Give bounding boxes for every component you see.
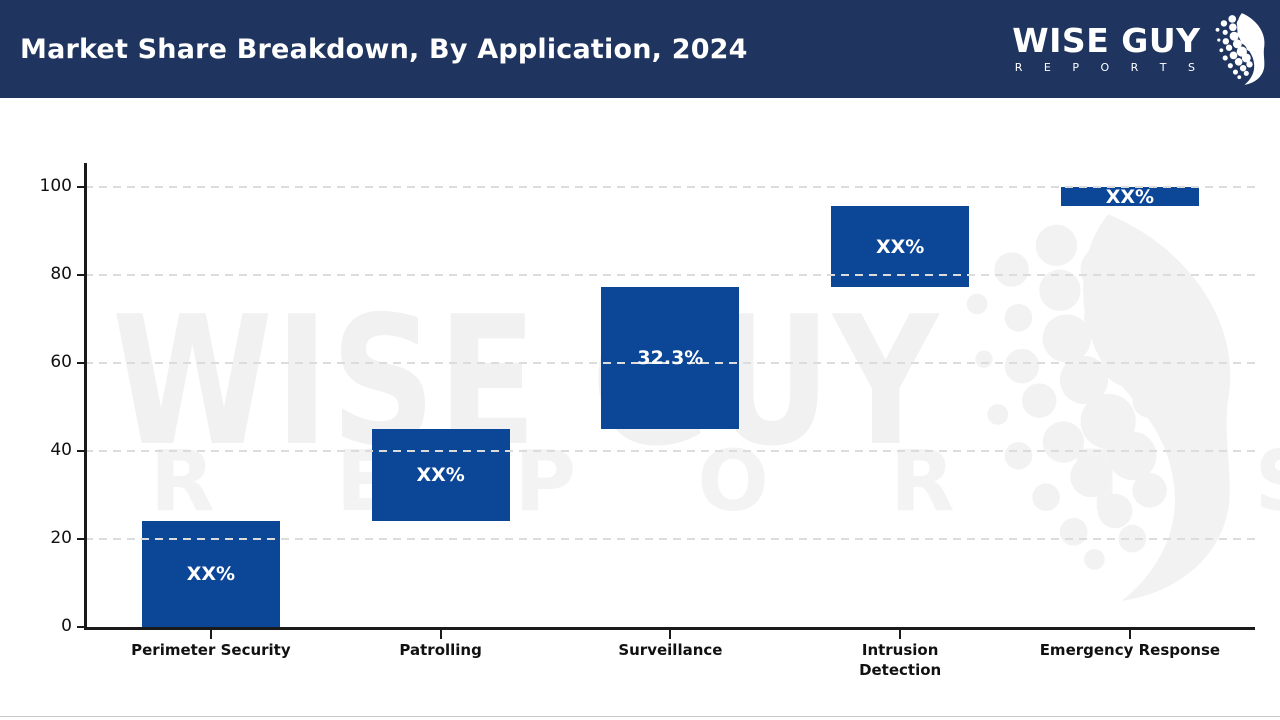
x-category-label: Perimeter Security	[131, 641, 291, 659]
y-tick-mark	[77, 450, 85, 453]
gridline-20	[85, 538, 1255, 541]
logo-face-icon	[1206, 10, 1270, 88]
header-bar: Market Share Breakdown, By Application, …	[0, 0, 1280, 98]
bar-value-label: XX%	[875, 235, 925, 258]
bar-segment	[831, 206, 970, 288]
bottom-divider	[0, 716, 1280, 717]
y-tick-label: 20	[50, 528, 72, 549]
y-tick-label: 80	[50, 264, 72, 285]
y-tick-mark	[77, 274, 85, 277]
y-tick-label: 60	[50, 352, 72, 373]
bar-segment	[371, 429, 510, 522]
x-category-label: Surveillance	[618, 641, 723, 659]
y-tick-label: 0	[61, 616, 72, 636]
logo-name: WISE GUY	[1012, 21, 1201, 60]
x-category-label: Emergency Response	[1039, 641, 1221, 659]
logo-text: WISE GUY R E P O R T S	[1009, 24, 1204, 74]
x-category-label: Patrolling	[399, 641, 482, 659]
gridline-80	[85, 274, 1255, 277]
x-tick-mark	[1128, 630, 1131, 639]
gridline-60	[85, 362, 1255, 365]
x-axis-spine	[84, 627, 1255, 630]
bar-value-label: XX%	[1105, 185, 1155, 208]
bar-value-label: XX%	[186, 563, 236, 586]
bar-value-label: 32.3%	[637, 347, 704, 370]
y-tick-mark	[77, 626, 85, 628]
page-title: Market Share Breakdown, By Application, …	[20, 33, 748, 65]
y-tick-mark	[77, 362, 85, 365]
y-tick-mark	[77, 186, 85, 189]
x-category-label: Intrusion Detection	[859, 641, 942, 680]
bar-value-label: XX%	[416, 464, 465, 487]
y-tick-label: 40	[50, 440, 72, 461]
y-tick-mark	[77, 538, 85, 541]
wiseguy-logo: WISE GUY R E P O R T S	[1009, 0, 1270, 98]
bar-segment	[601, 287, 740, 430]
bar-segment	[1060, 187, 1199, 207]
logo-subtitle: R E P O R T S	[1014, 61, 1204, 74]
watermark-face-icon	[915, 185, 1260, 630]
y-tick-label: 100	[39, 176, 72, 197]
gridline-100	[85, 186, 1255, 189]
x-tick-mark	[669, 630, 672, 639]
gridline-40	[85, 450, 1255, 453]
x-tick-mark	[439, 630, 442, 639]
x-tick-mark	[899, 630, 902, 639]
y-axis-spine	[84, 163, 87, 630]
x-tick-mark	[209, 630, 212, 639]
